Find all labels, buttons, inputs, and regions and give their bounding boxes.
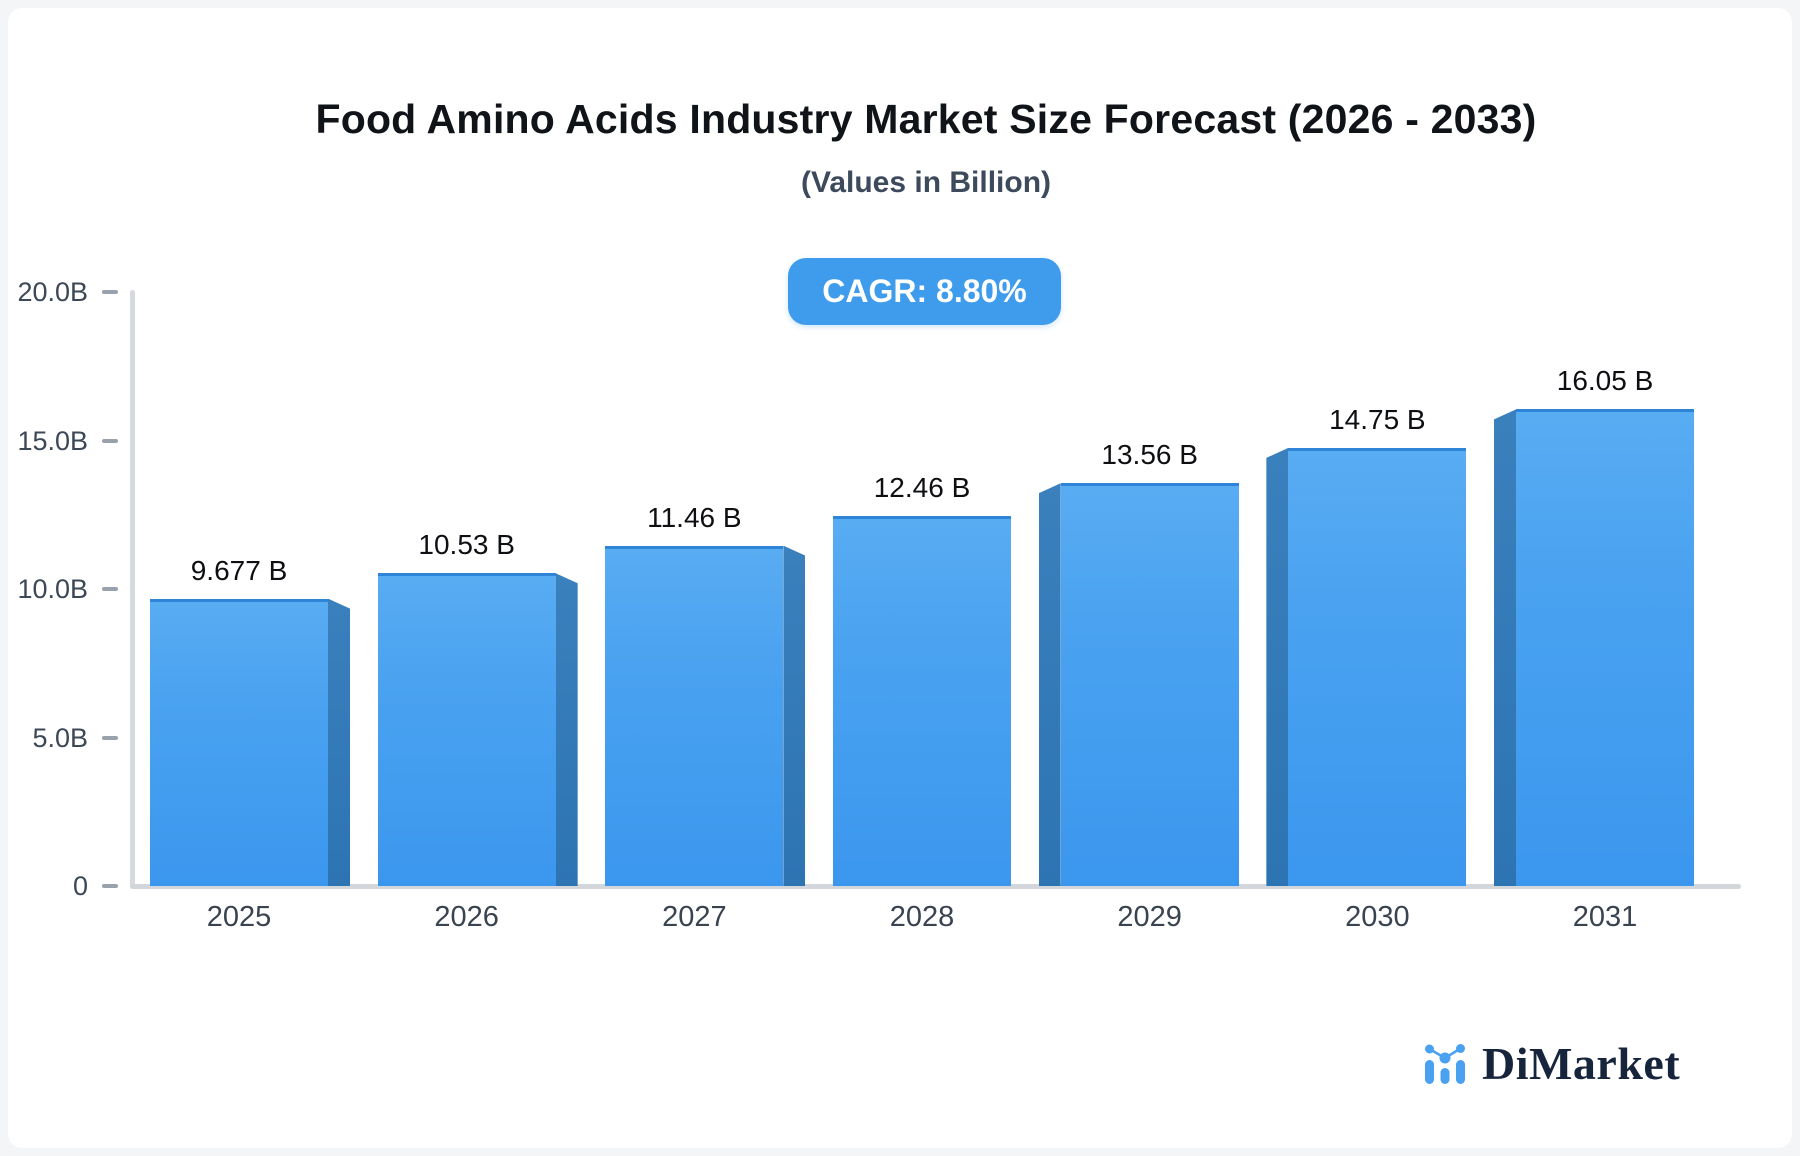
x-axis-label: 2025 [206,901,272,933]
x-axis-label: 2027 [662,901,727,933]
x-axis-label: 2026 [434,901,499,933]
bar-3d-side [1494,409,1517,886]
x-axis-label: 2028 [889,901,955,933]
bar-value-label: 16.05 B [1556,365,1654,397]
x-axis-label: 2029 [1117,901,1182,933]
bar-value-label: 9.677 B [190,554,288,586]
bar-3d-side [783,545,806,886]
bar [1288,447,1467,886]
y-axis-label: 20.0B [17,277,88,307]
bar [1516,409,1695,886]
chart-title: Food Amino Acids Industry Market Size Fo… [315,96,1537,142]
x-axis-line [130,884,1741,889]
chart-subtitle: (Values in Billion) [800,166,1052,199]
y-axis-tick [102,735,118,740]
bar [377,573,556,886]
y-axis-label: 15.0B [17,425,88,456]
bar-3d-side [328,598,350,886]
y-axis-tick [102,587,118,591]
bar-chart-icon [1425,1044,1465,1084]
bar-value-label: 10.53 B [418,529,515,561]
bar-3d-side [555,573,578,886]
bar [150,598,328,886]
bar [1060,483,1239,886]
y-axis-label: 0 [72,871,88,901]
bar-value-label: 13.56 B [1101,439,1198,471]
brand-logo: DiMarket [1421,1038,1680,1090]
y-axis-tick [102,438,118,443]
y-axis-label: 10.0B [17,574,88,604]
x-axis-label: 2031 [1572,901,1638,933]
brand-name: DiMarket [1482,1038,1681,1089]
y-axis-line [130,290,135,889]
bar [833,515,1011,886]
cagr-badge: CAGR: 8.80% [788,258,1061,325]
bar-value-label: 12.46 B [873,471,971,503]
bar-value-label: 11.46 B [647,501,742,533]
y-axis-tick [102,290,118,294]
bar-3d-side [1266,447,1289,886]
bar [605,545,784,886]
y-axis-label: 5.0B [32,722,88,753]
y-axis-tick [102,884,118,888]
bar-value-label: 14.75 B [1329,403,1426,435]
x-axis-label: 2030 [1345,901,1410,933]
bar-3d-side [1038,483,1061,886]
